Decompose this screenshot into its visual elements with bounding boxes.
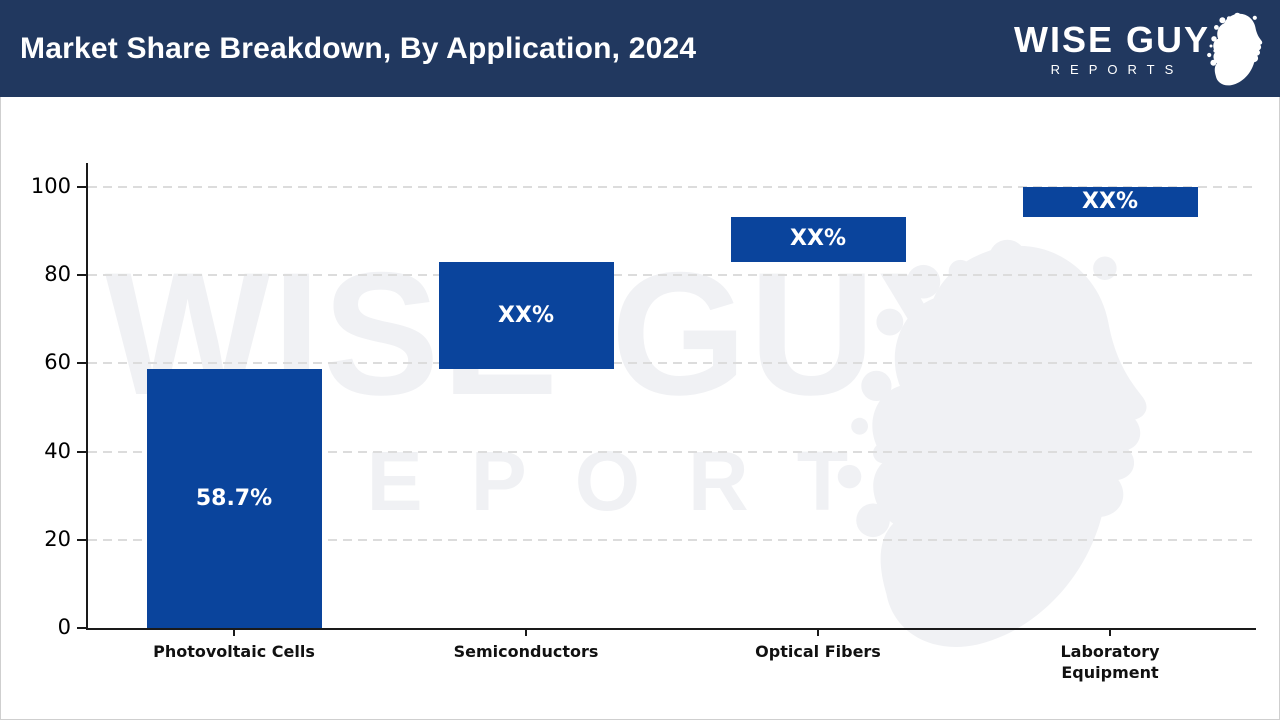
chart-area: WISE GUY REPORTS 58.7% XX% XX% XX% 0 20 40 60 80… <box>0 97 1280 720</box>
x-tick-mark-2 <box>817 630 819 636</box>
y-tick-label-20: 20 <box>44 526 71 551</box>
y-tick-label-60: 60 <box>44 350 71 375</box>
y-tick-label-80: 80 <box>44 262 71 287</box>
bar-semiconductors: XX% <box>438 261 614 370</box>
bar-value-label: XX% <box>790 226 846 252</box>
y-tick-mark-60 <box>77 362 86 365</box>
y-tick-mark-100 <box>77 186 86 188</box>
header-bar: Market Share Breakdown, By Application, … <box>0 0 1280 97</box>
y-tick-label-0: 0 <box>57 615 71 639</box>
logo-subtitle: REPORTS <box>1050 61 1184 77</box>
y-tick-label-40: 40 <box>44 438 71 463</box>
x-category-label-2: Optical Fibers <box>755 642 881 661</box>
gridline-100 <box>88 186 1256 188</box>
y-tick-mark-40 <box>77 450 86 453</box>
x-tick-mark-0 <box>233 630 235 636</box>
page-title: Market Share Breakdown, By Application, … <box>20 31 697 65</box>
y-tick-mark-0 <box>77 627 86 629</box>
x-category-label-1: Semiconductors <box>453 642 599 661</box>
bar-value-label: 58.7% <box>195 485 273 511</box>
bar-optical-fibers: XX% <box>730 216 906 262</box>
gridline-80 <box>88 274 1256 277</box>
wiseguy-logo: WISE GUY REPORTS <box>1014 10 1266 88</box>
bar-photovoltaic-cells: 58.7% <box>146 369 322 628</box>
gridline-40 <box>88 450 1256 453</box>
wiseguy-face-icon <box>1207 12 1263 86</box>
x-axis-spine <box>86 628 1256 630</box>
logo-wordmark: WISE GUY <box>1013 18 1210 60</box>
plot-area: 58.7% XX% XX% XX% 0 20 40 60 80 100 Photovoltaic C… <box>0 97 1280 720</box>
y-tick-mark-80 <box>77 274 86 277</box>
gridline-60 <box>88 362 1256 365</box>
y-tick-mark-20 <box>77 538 86 541</box>
x-category-label-3: Laboratory Equipment <box>1060 642 1160 683</box>
wiseguy-logo-text: WISE GUY REPORTS <box>1013 18 1210 77</box>
gridline-20 <box>88 538 1256 541</box>
x-category-label-0: Photovoltaic Cells <box>153 642 315 661</box>
x-tick-mark-1 <box>525 630 527 636</box>
bar-value-label: XX% <box>498 302 554 328</box>
y-axis-spine <box>86 163 88 630</box>
bar-value-label: XX% <box>1082 188 1138 214</box>
x-tick-mark-3 <box>1109 630 1111 636</box>
y-tick-label-100: 100 <box>30 174 71 198</box>
bar-laboratory-equipment: XX% <box>1022 187 1198 217</box>
